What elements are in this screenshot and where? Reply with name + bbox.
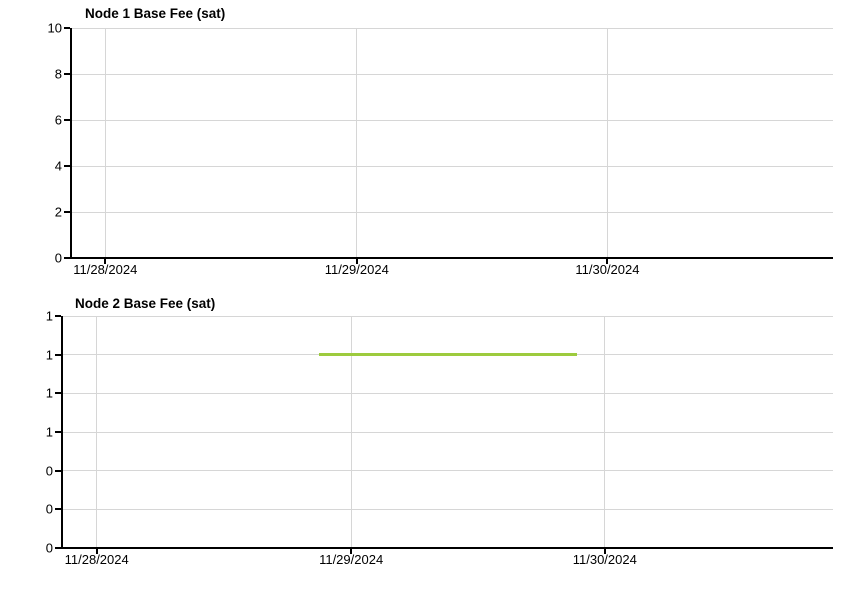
vertical-gridline — [350, 316, 352, 548]
x-axis-tick-label: 11/29/2024 — [324, 262, 389, 277]
vertical-gridline — [604, 316, 606, 548]
y-axis-tick — [64, 119, 70, 121]
y-axis-tick — [55, 315, 61, 317]
y-axis-tick — [64, 211, 70, 213]
y-axis-tick — [64, 27, 70, 29]
y-axis-tick-label: 10 — [47, 20, 62, 36]
y-axis-tick-label: 1 — [45, 385, 53, 401]
y-axis-tick-label: 0 — [45, 501, 53, 517]
y-axis-tick-label: 0 — [54, 250, 62, 266]
chart-2-title: Node 2 Base Fee (sat) — [75, 296, 216, 311]
x-axis-tick — [95, 548, 98, 554]
y-axis-tick — [55, 469, 61, 472]
horizontal-gridline — [71, 27, 833, 29]
x-axis-tick — [104, 258, 107, 264]
y-axis-tick-label: 0 — [45, 540, 53, 556]
y-axis-tick-label: 1 — [45, 347, 53, 363]
chart-1-title: Node 1 Base Fee (sat) — [85, 6, 226, 21]
chart-1-plot-area — [71, 28, 833, 258]
vertical-gridline — [104, 28, 106, 258]
x-axis-tick-label: 11/29/2024 — [319, 552, 384, 567]
x-axis-tick-label: 11/30/2024 — [572, 552, 637, 567]
x-axis-tick-label: 11/28/2024 — [64, 552, 129, 567]
y-axis-tick — [64, 165, 70, 167]
x-axis-tick — [603, 548, 606, 554]
x-axis-tick — [350, 548, 353, 554]
horizontal-gridline — [71, 165, 833, 167]
vertical-gridline — [606, 28, 608, 258]
y-axis-line — [61, 316, 63, 549]
y-axis-line — [70, 28, 72, 259]
y-axis-tick — [64, 73, 70, 75]
horizontal-gridline — [71, 119, 833, 121]
y-axis-tick-label: 0 — [45, 463, 53, 479]
y-axis-tick-label: 4 — [54, 158, 62, 174]
series-line — [318, 353, 578, 357]
y-axis-tick — [64, 257, 70, 259]
horizontal-gridline — [62, 315, 833, 317]
x-axis-tick — [355, 258, 358, 264]
vertical-gridline — [96, 316, 98, 548]
y-axis-tick — [55, 431, 61, 433]
y-axis-tick — [55, 547, 61, 549]
y-axis-tick-label: 8 — [54, 66, 62, 82]
y-axis-tick-label: 1 — [45, 308, 53, 324]
horizontal-gridline — [62, 508, 833, 510]
x-axis-tick-label: 11/28/2024 — [73, 262, 138, 277]
y-axis-tick-label: 1 — [45, 424, 53, 440]
y-axis-tick — [55, 392, 61, 395]
y-axis-tick-label: 2 — [54, 204, 62, 220]
y-axis-tick-label: 6 — [54, 112, 62, 128]
x-axis-tick-label: 11/30/2024 — [575, 262, 640, 277]
y-axis-tick — [55, 508, 61, 511]
horizontal-gridline — [62, 470, 833, 472]
vertical-gridline — [356, 28, 358, 258]
horizontal-gridline — [62, 392, 833, 394]
horizontal-gridline — [62, 431, 833, 433]
horizontal-gridline — [71, 211, 833, 213]
x-axis-line — [69, 257, 833, 259]
horizontal-gridline — [71, 73, 833, 75]
x-axis-line — [60, 547, 833, 549]
x-axis-tick — [606, 258, 609, 264]
y-axis-tick — [55, 353, 61, 356]
